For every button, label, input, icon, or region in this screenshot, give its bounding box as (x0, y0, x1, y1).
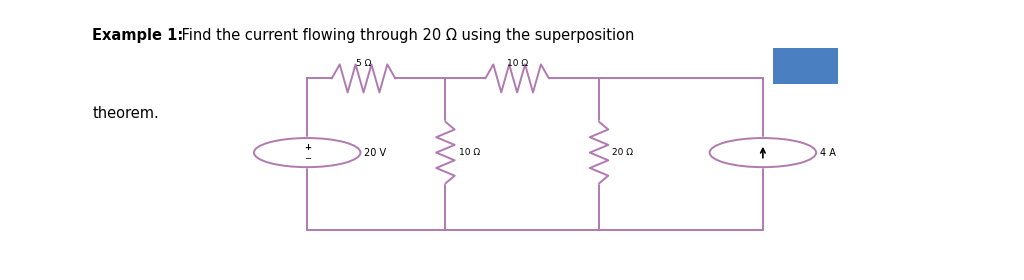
Text: −: − (304, 154, 310, 163)
Text: Find the current flowing through 20 Ω using the superposition: Find the current flowing through 20 Ω us… (177, 28, 635, 43)
Text: 10 Ω: 10 Ω (507, 59, 527, 68)
Text: 4 A: 4 A (820, 148, 836, 158)
Text: 20 V: 20 V (365, 148, 387, 158)
Text: 20 Ω: 20 Ω (612, 148, 633, 157)
Text: +: + (304, 143, 310, 151)
Text: theorem.: theorem. (92, 106, 159, 122)
Text: 5 Ω: 5 Ω (355, 59, 372, 68)
Bar (773, 48, 838, 84)
Text: Example 1:: Example 1: (92, 28, 183, 43)
Text: 10 Ω: 10 Ω (459, 148, 480, 157)
